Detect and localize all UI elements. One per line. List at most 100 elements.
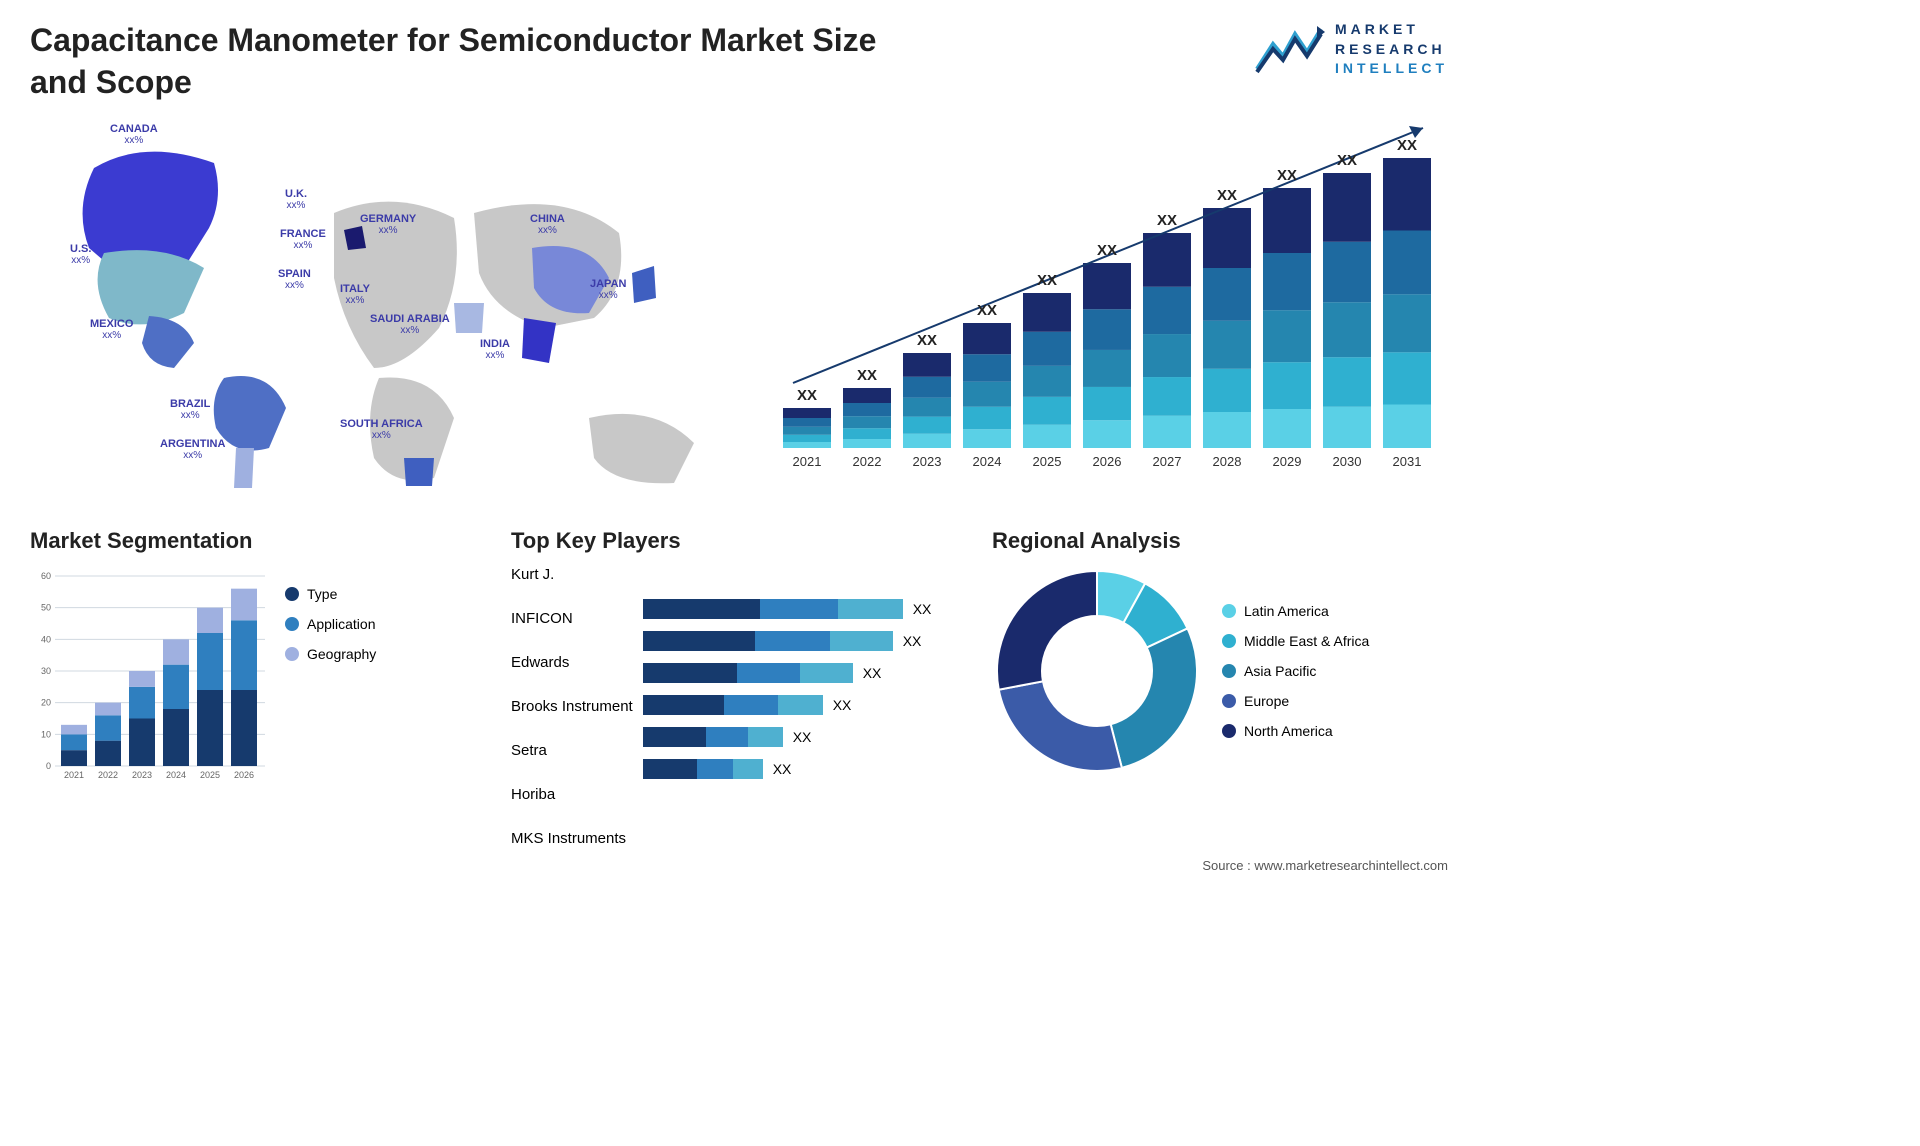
segmentation-panel: Market Segmentation 0102030405060 202120… bbox=[30, 528, 486, 862]
svg-text:2024: 2024 bbox=[166, 770, 186, 780]
map-label-argentina: ARGENTINAxx% bbox=[160, 438, 225, 461]
map-label-germany: GERMANYxx% bbox=[360, 213, 416, 236]
regional-legend-item: Europe bbox=[1222, 693, 1369, 709]
svg-text:60: 60 bbox=[41, 571, 51, 581]
map-label-italy: ITALYxx% bbox=[340, 283, 370, 306]
growth-bar-chart: 2021202220232024202520262027202820292030… bbox=[768, 118, 1448, 478]
svg-text:2025: 2025 bbox=[200, 770, 220, 780]
players-panel: Top Key Players Kurt J.INFICONEdwardsBro… bbox=[511, 528, 967, 862]
regional-legend-item: North America bbox=[1222, 723, 1369, 739]
player-name: Brooks Instrument bbox=[511, 698, 633, 720]
player-name: MKS Instruments bbox=[511, 830, 633, 852]
svg-text:XX: XX bbox=[1337, 152, 1357, 169]
svg-text:10: 10 bbox=[41, 730, 51, 740]
legend-label: Middle East & Africa bbox=[1244, 633, 1369, 649]
svg-text:XX: XX bbox=[977, 302, 997, 319]
logo-line2: RESEARCH bbox=[1335, 40, 1448, 60]
map-label-canada: CANADAxx% bbox=[110, 123, 158, 146]
svg-text:2025: 2025 bbox=[1033, 454, 1062, 469]
player-bar-row: XX bbox=[643, 662, 967, 684]
map-label-us: U.S.xx% bbox=[70, 243, 91, 266]
legend-dot-icon bbox=[1222, 664, 1236, 678]
seg-legend-item: Type bbox=[285, 586, 376, 602]
legend-label: Asia Pacific bbox=[1244, 663, 1316, 679]
svg-text:2027: 2027 bbox=[1153, 454, 1182, 469]
svg-text:XX: XX bbox=[1277, 167, 1297, 184]
regional-donut-chart bbox=[992, 566, 1202, 776]
svg-text:2026: 2026 bbox=[1093, 454, 1122, 469]
regional-title: Regional Analysis bbox=[992, 528, 1448, 554]
map-label-china: CHINAxx% bbox=[530, 213, 565, 236]
svg-text:20: 20 bbox=[41, 698, 51, 708]
logo-line3: INTELLECT bbox=[1335, 59, 1448, 79]
svg-text:50: 50 bbox=[41, 603, 51, 613]
player-name: Edwards bbox=[511, 654, 633, 676]
map-label-mexico: MEXICOxx% bbox=[90, 318, 133, 341]
page-title: Capacitance Manometer for Semiconductor … bbox=[30, 20, 930, 103]
player-value: XX bbox=[903, 633, 922, 649]
svg-text:XX: XX bbox=[1037, 272, 1057, 289]
player-value: XX bbox=[863, 665, 882, 681]
svg-text:2022: 2022 bbox=[98, 770, 118, 780]
legend-dot-icon bbox=[1222, 694, 1236, 708]
player-value: XX bbox=[833, 697, 852, 713]
seg-legend-item: Geography bbox=[285, 646, 376, 662]
map-label-saudiarabia: SAUDI ARABIAxx% bbox=[370, 313, 450, 336]
legend-label: Type bbox=[307, 586, 337, 602]
player-bar-row: XX bbox=[643, 726, 967, 748]
world-map-panel: CANADAxx% U.S.xx% MEXICOxx% BRAZILxx% ARGENT… bbox=[30, 118, 738, 503]
svg-text:XX: XX bbox=[1217, 187, 1237, 204]
regional-legend-item: Asia Pacific bbox=[1222, 663, 1369, 679]
regional-legend: Latin America Middle East & Africa Asia Pa… bbox=[1222, 603, 1369, 739]
map-label-india: INDIAxx% bbox=[480, 338, 510, 361]
player-value: XX bbox=[913, 601, 932, 617]
svg-text:2029: 2029 bbox=[1273, 454, 1302, 469]
map-label-southafrica: SOUTH AFRICAxx% bbox=[340, 418, 423, 441]
legend-label: Europe bbox=[1244, 693, 1289, 709]
svg-text:XX: XX bbox=[797, 387, 817, 404]
player-bar-row: XX bbox=[643, 630, 967, 652]
legend-dot-icon bbox=[1222, 724, 1236, 738]
legend-dot-icon bbox=[285, 587, 299, 601]
segmentation-bar-chart: 0 10 20 30 40 50 60 2021 2022 2023 2024 2025 2026 bbox=[30, 566, 270, 786]
map-label-spain: SPAINxx% bbox=[278, 268, 311, 291]
svg-text:XX: XX bbox=[1097, 242, 1117, 259]
legend-label: Geography bbox=[307, 646, 376, 662]
regional-panel: Regional Analysis Latin America Middle Ea… bbox=[992, 528, 1448, 862]
svg-text:2023: 2023 bbox=[132, 770, 152, 780]
logo-line1: MARKET bbox=[1335, 20, 1448, 40]
player-bar-row: XX bbox=[643, 598, 967, 620]
svg-text:XX: XX bbox=[857, 367, 877, 384]
svg-text:XX: XX bbox=[917, 332, 937, 349]
svg-text:2028: 2028 bbox=[1213, 454, 1242, 469]
map-label-japan: JAPANxx% bbox=[590, 278, 626, 301]
brand-logo: MARKET RESEARCH INTELLECT bbox=[1255, 20, 1448, 79]
map-label-uk: U.K.xx% bbox=[285, 188, 307, 211]
svg-text:2026: 2026 bbox=[234, 770, 254, 780]
svg-text:40: 40 bbox=[41, 635, 51, 645]
player-bar-row: XX bbox=[643, 758, 967, 780]
player-name: Horiba bbox=[511, 786, 633, 808]
svg-text:XX: XX bbox=[1397, 137, 1417, 154]
player-bar-row: XX bbox=[643, 694, 967, 716]
player-name: Kurt J. bbox=[511, 566, 633, 588]
legend-dot-icon bbox=[1222, 634, 1236, 648]
svg-text:2022: 2022 bbox=[853, 454, 882, 469]
players-bar-chart: XX XX XX XX XX XX bbox=[643, 566, 967, 862]
map-label-france: FRANCExx% bbox=[280, 228, 326, 251]
regional-legend-item: Latin America bbox=[1222, 603, 1369, 619]
legend-dot-icon bbox=[285, 617, 299, 631]
player-name: INFICON bbox=[511, 610, 633, 632]
source-label: Source : www.marketresearchintellect.com bbox=[1202, 858, 1448, 873]
svg-text:2021: 2021 bbox=[64, 770, 84, 780]
player-value: XX bbox=[773, 761, 792, 777]
svg-text:2024: 2024 bbox=[973, 454, 1002, 469]
player-name: Setra bbox=[511, 742, 633, 764]
logo-icon bbox=[1255, 24, 1325, 74]
legend-label: Application bbox=[307, 616, 376, 632]
player-bar-row bbox=[643, 566, 967, 588]
map-label-brazil: BRAZILxx% bbox=[170, 398, 210, 421]
svg-text:0: 0 bbox=[46, 761, 51, 771]
growth-chart-panel: 2021202220232024202520262027202820292030… bbox=[768, 118, 1448, 503]
svg-text:30: 30 bbox=[41, 666, 51, 676]
